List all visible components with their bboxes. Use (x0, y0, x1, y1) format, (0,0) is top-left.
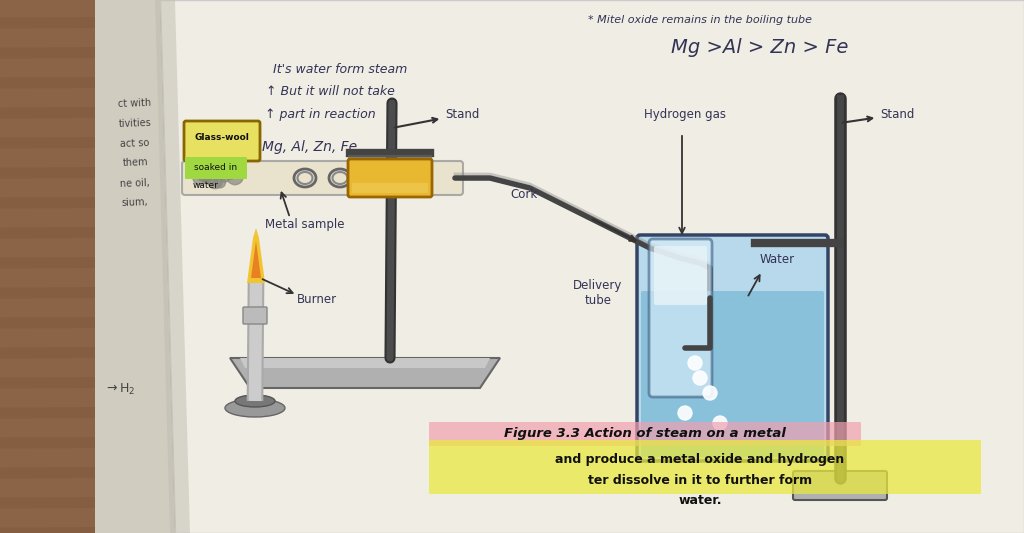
Text: It's water form steam: It's water form steam (272, 63, 408, 76)
Polygon shape (240, 358, 490, 368)
FancyBboxPatch shape (429, 440, 981, 494)
Text: Water: Water (760, 253, 795, 266)
Text: ↑ part in reaction: ↑ part in reaction (264, 108, 376, 121)
Circle shape (688, 356, 702, 370)
Circle shape (208, 174, 222, 189)
Ellipse shape (234, 395, 275, 407)
Circle shape (220, 172, 230, 182)
Text: Mg >Al > Zn > Fe: Mg >Al > Zn > Fe (672, 38, 849, 57)
Text: ter dissolve in it to further form: ter dissolve in it to further form (588, 474, 812, 488)
Circle shape (201, 167, 219, 184)
Text: ↑ But it will not take: ↑ But it will not take (265, 85, 394, 98)
Ellipse shape (225, 399, 285, 417)
FancyBboxPatch shape (352, 183, 428, 193)
Text: tivities: tivities (119, 117, 152, 128)
FancyBboxPatch shape (429, 422, 861, 446)
Polygon shape (95, 0, 175, 533)
Text: Mg, Al, Zn, Fe: Mg, Al, Zn, Fe (262, 140, 357, 154)
Text: water: water (194, 181, 219, 190)
Circle shape (197, 165, 214, 182)
Circle shape (226, 168, 244, 185)
Circle shape (223, 167, 237, 180)
Text: Glass-wool: Glass-wool (195, 133, 250, 142)
FancyBboxPatch shape (185, 157, 247, 179)
Text: Burner: Burner (297, 293, 337, 306)
Circle shape (193, 171, 207, 185)
FancyBboxPatch shape (182, 161, 463, 195)
FancyBboxPatch shape (641, 291, 824, 457)
Text: Figure 3.3 Action of steam on a metal: Figure 3.3 Action of steam on a metal (504, 427, 786, 440)
Text: sium,: sium, (122, 198, 148, 208)
FancyBboxPatch shape (793, 471, 887, 500)
Circle shape (693, 371, 707, 385)
Text: act so: act so (120, 138, 150, 149)
Text: them: them (122, 158, 148, 168)
FancyBboxPatch shape (184, 121, 260, 161)
Text: soaked in: soaked in (195, 164, 238, 173)
Polygon shape (155, 0, 190, 533)
Text: Hydrogen gas: Hydrogen gas (644, 108, 726, 121)
Text: Delivery
tube: Delivery tube (573, 279, 623, 307)
Text: water.: water. (678, 494, 722, 506)
Text: ne oil,: ne oil, (120, 177, 151, 189)
Text: ct with: ct with (118, 98, 152, 109)
Polygon shape (251, 241, 261, 278)
FancyBboxPatch shape (243, 307, 267, 324)
Polygon shape (247, 228, 265, 283)
Polygon shape (160, 0, 1024, 533)
Text: Stand: Stand (394, 108, 479, 127)
Circle shape (214, 177, 225, 188)
Text: Stand: Stand (843, 108, 914, 123)
Circle shape (678, 406, 692, 420)
Circle shape (703, 386, 717, 400)
Text: * Mitel oxide remains in the boiling tube: * Mitel oxide remains in the boiling tub… (588, 15, 812, 25)
Polygon shape (230, 358, 500, 388)
FancyBboxPatch shape (654, 246, 707, 305)
Text: $\rightarrow$H$_2$: $\rightarrow$H$_2$ (104, 382, 136, 397)
FancyBboxPatch shape (348, 159, 432, 197)
FancyBboxPatch shape (649, 239, 712, 397)
Text: and produce a metal oxide and hydrogen: and produce a metal oxide and hydrogen (555, 453, 845, 465)
FancyBboxPatch shape (637, 235, 828, 461)
Text: Metal sample: Metal sample (265, 218, 345, 231)
Text: Cork: Cork (510, 188, 538, 201)
Circle shape (713, 416, 727, 430)
